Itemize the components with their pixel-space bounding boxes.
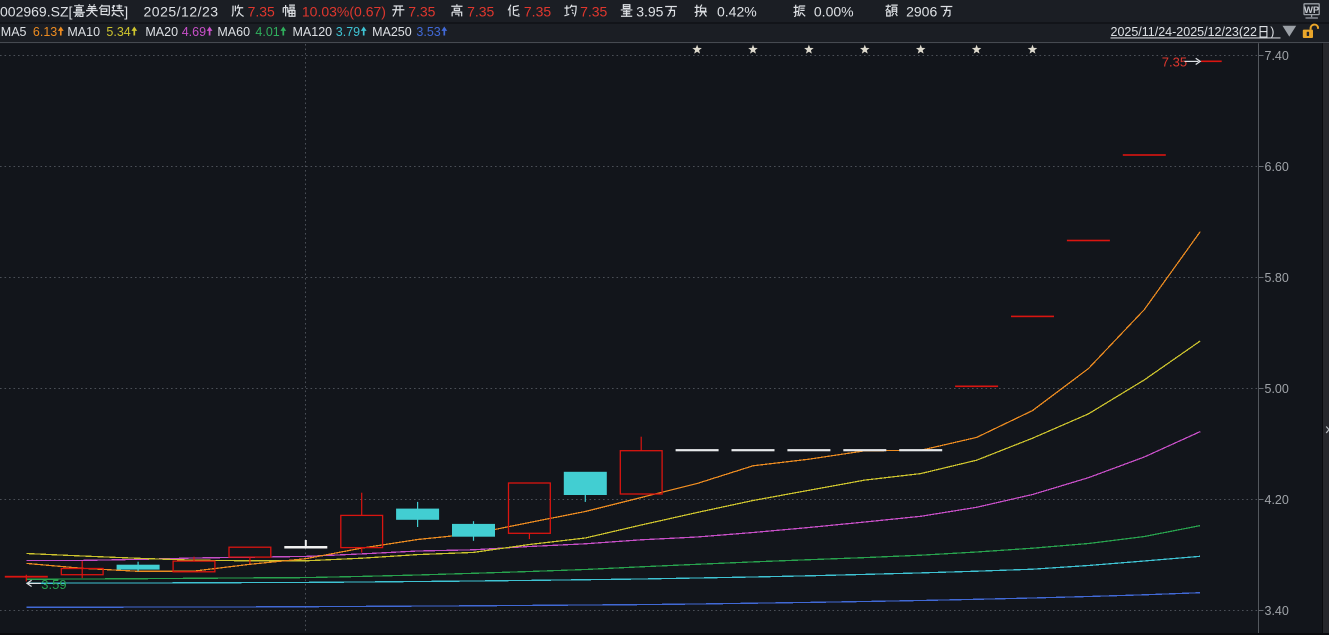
svg-text:2025/12/23: 2025/12/23 [144,4,219,20]
svg-text:MA60: MA60 [217,25,250,39]
svg-text:2025/11/24-2025/12/23(22: 2025/11/24-2025/12/23(22 [1111,25,1257,39]
svg-text:3.59: 3.59 [41,577,66,592]
svg-text:7.35: 7.35 [248,4,275,20]
svg-text:3.40: 3.40 [1265,604,1289,618]
svg-text:002969.SZ[: 002969.SZ[ [0,4,72,20]
svg-text:10.03%(0.67): 10.03%(0.67) [302,4,386,20]
svg-text:3.79: 3.79 [336,25,360,39]
svg-text:]: ] [124,4,128,20]
svg-text:5.34: 5.34 [106,25,130,39]
svg-text:0.42%: 0.42% [717,4,757,20]
svg-text:6.13: 6.13 [33,25,57,39]
svg-text:7.35: 7.35 [467,4,494,20]
svg-text:7.40: 7.40 [1265,49,1289,63]
svg-text:5.00: 5.00 [1265,382,1289,396]
svg-text:7.35: 7.35 [408,4,435,20]
svg-text:4.69: 4.69 [182,25,206,39]
svg-text:3.53: 3.53 [416,25,440,39]
svg-text:7.35: 7.35 [580,4,607,20]
svg-text:0.00%: 0.00% [814,4,854,20]
svg-text:7.35: 7.35 [524,4,551,20]
svg-text:5.80: 5.80 [1265,271,1289,285]
svg-text:MA20: MA20 [145,25,178,39]
svg-text:4.20: 4.20 [1265,493,1289,507]
svg-text:WP: WP [1304,5,1320,16]
svg-text:MA120: MA120 [293,25,333,39]
svg-text:MA10: MA10 [67,25,100,39]
svg-text:6.60: 6.60 [1265,160,1289,174]
svg-text:MA250: MA250 [372,25,412,39]
svg-text:2906: 2906 [906,4,937,20]
svg-text:3.95: 3.95 [636,4,663,20]
svg-text:4.01: 4.01 [255,25,279,39]
svg-text:): ) [1270,25,1274,39]
svg-text:MA5: MA5 [1,25,27,39]
svg-text:7.35: 7.35 [1162,54,1187,69]
